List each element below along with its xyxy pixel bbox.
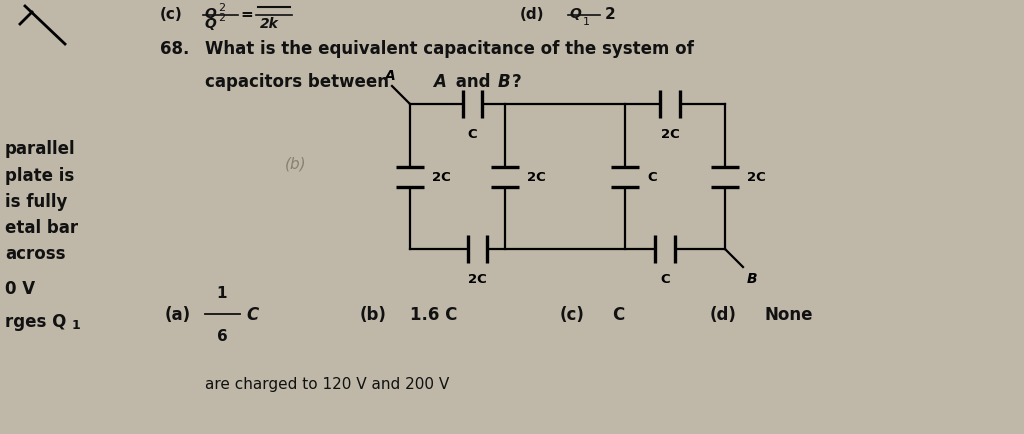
Text: B: B: [746, 271, 758, 285]
Text: Q: Q: [570, 7, 582, 21]
Text: (d): (d): [710, 305, 737, 323]
Text: are charged to 120 V and 200 V: are charged to 120 V and 200 V: [205, 377, 450, 391]
Text: A: A: [385, 69, 395, 83]
Text: is fully: is fully: [5, 193, 68, 210]
Text: (d): (d): [520, 7, 545, 22]
Text: What is the equivalent capacitance of the system of: What is the equivalent capacitance of th…: [205, 40, 694, 58]
Text: (a): (a): [165, 305, 191, 323]
Text: C: C: [660, 273, 670, 285]
Text: across: across: [5, 244, 66, 263]
Text: 0 V: 0 V: [5, 279, 35, 297]
Text: 2C: 2C: [432, 171, 451, 184]
Text: Q: Q: [205, 17, 217, 31]
Text: parallel: parallel: [5, 140, 76, 158]
Text: (b): (b): [360, 305, 387, 323]
Text: capacitors between: capacitors between: [205, 73, 394, 91]
Text: A: A: [433, 73, 445, 91]
Text: C: C: [612, 305, 625, 323]
Text: 6: 6: [217, 328, 227, 343]
Text: and: and: [450, 73, 497, 91]
Text: 2C: 2C: [660, 128, 679, 141]
Text: (b): (b): [285, 157, 306, 171]
Text: 2C: 2C: [527, 171, 546, 184]
Text: B: B: [498, 73, 511, 91]
Text: 2C: 2C: [746, 171, 766, 184]
Text: 2k: 2k: [260, 17, 279, 31]
Text: C: C: [647, 171, 656, 184]
Text: ?: ?: [512, 73, 522, 91]
Text: 2: 2: [605, 7, 615, 22]
Text: plate is: plate is: [5, 167, 75, 184]
Text: 1.6 C: 1.6 C: [410, 305, 458, 323]
Text: C: C: [246, 305, 258, 323]
Text: (c): (c): [560, 305, 585, 323]
Text: 1: 1: [72, 318, 81, 331]
Text: etal bar: etal bar: [5, 218, 78, 237]
Text: 1: 1: [583, 17, 590, 27]
Text: 2: 2: [218, 13, 225, 23]
Text: rges Q: rges Q: [5, 312, 67, 330]
Text: C: C: [468, 128, 477, 141]
Text: Q: Q: [205, 7, 217, 21]
Text: 68.: 68.: [160, 40, 189, 58]
Text: None: None: [765, 305, 813, 323]
Text: (c): (c): [160, 7, 182, 22]
Text: =: =: [240, 7, 253, 22]
Text: 2: 2: [218, 3, 225, 13]
Text: 2C: 2C: [468, 273, 486, 285]
Text: 1: 1: [217, 285, 227, 300]
